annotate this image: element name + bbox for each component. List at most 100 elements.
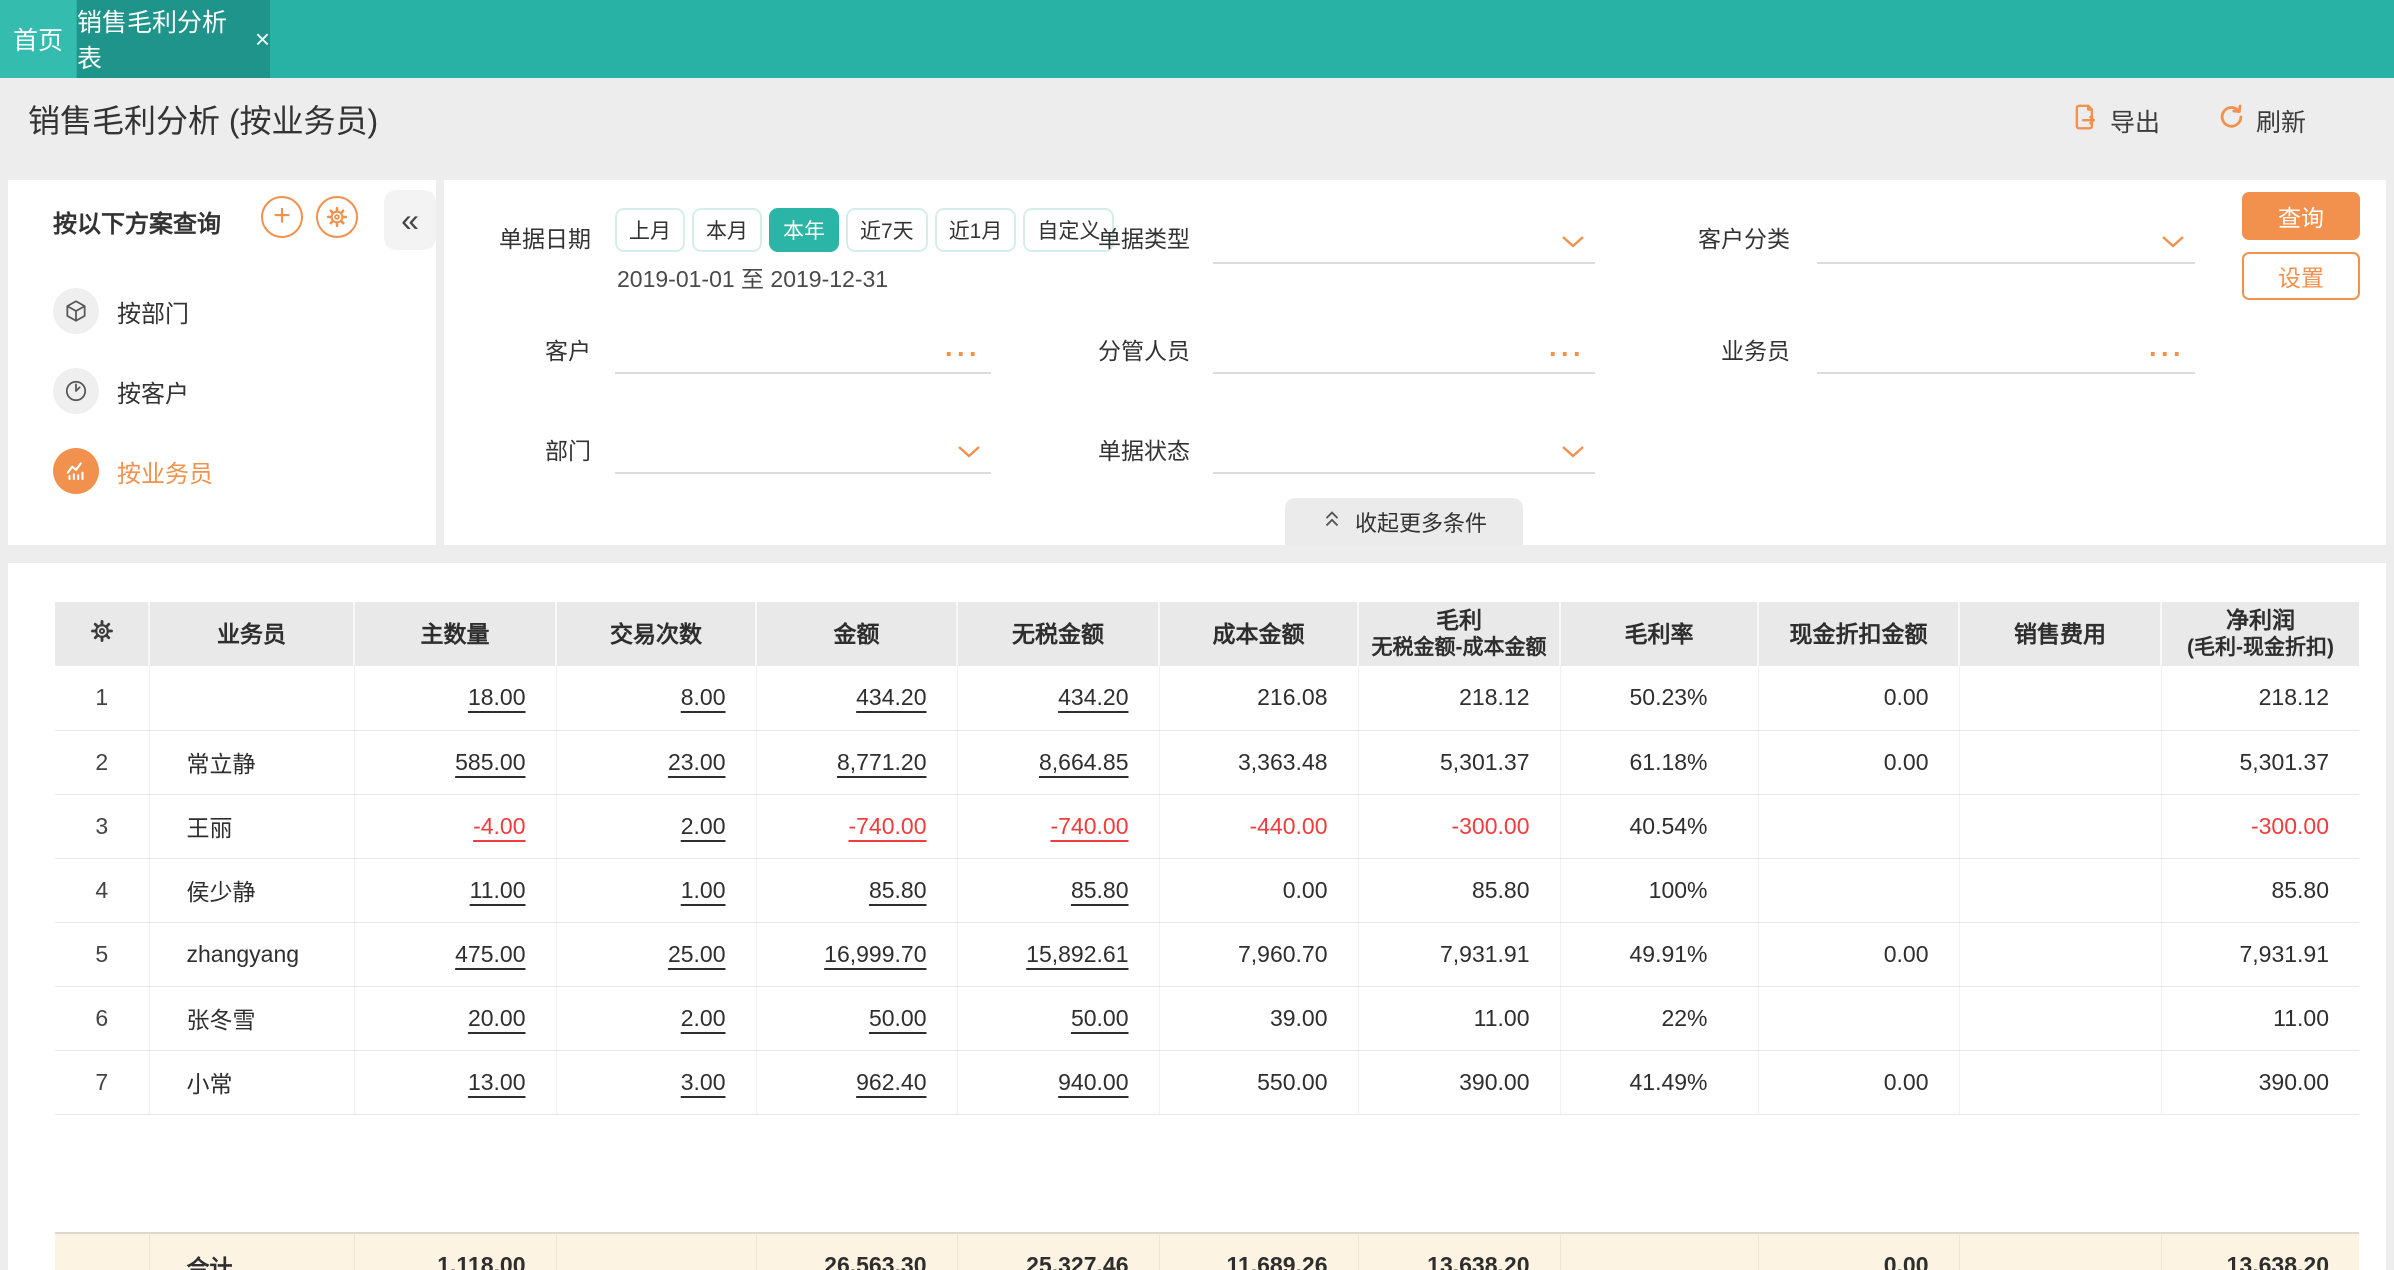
tab-sales-profit-report[interactable]: 销售毛利分析表 × xyxy=(77,0,270,78)
transactions-cell[interactable]: 2.00 xyxy=(556,986,757,1051)
main-qty-cell[interactable]: 11.00 xyxy=(354,858,557,923)
main-qty-cell[interactable]: 20.00 xyxy=(354,986,557,1051)
transactions-cell[interactable]: 23.00 xyxy=(556,730,757,795)
amount-cell[interactable]: 16,999.70 xyxy=(756,922,958,987)
net-profit-cell: 7,931.91 xyxy=(2161,922,2359,987)
cube-icon xyxy=(53,288,99,334)
refresh-button[interactable]: 刷新 xyxy=(2216,102,2306,139)
tax-free-cell[interactable]: 85.80 xyxy=(957,858,1160,923)
department-label: 部门 xyxy=(545,438,591,464)
row-number-cell xyxy=(55,1233,150,1270)
salesman-name-cell: 侯少静 xyxy=(149,858,355,923)
department-select[interactable] xyxy=(615,428,991,474)
scheme-settings-button[interactable] xyxy=(316,196,358,238)
ellipsis-icon[interactable]: ··· xyxy=(945,339,981,369)
sales-expense-cell xyxy=(1959,986,2162,1051)
amount-cell[interactable]: -740.00 xyxy=(756,794,958,859)
sales-expense-cell xyxy=(1959,666,2162,731)
customer-category-select[interactable] xyxy=(1817,218,2195,264)
main-qty-cell[interactable]: 18.00 xyxy=(354,666,557,731)
transactions-cell[interactable]: 2.00 xyxy=(556,794,757,859)
gear-icon xyxy=(326,206,348,228)
cost-cell: 216.08 xyxy=(1159,666,1359,731)
sidebar-item-by-customer[interactable]: 按客户 xyxy=(53,368,189,414)
gear-icon xyxy=(90,620,113,642)
net-profit-cell: 13,638.20 xyxy=(2161,1233,2359,1270)
export-button[interactable]: 导出 xyxy=(2070,102,2160,139)
profit-rate-cell: 50.23% xyxy=(1560,666,1759,731)
amount-cell[interactable]: 8,771.20 xyxy=(756,730,958,795)
sidebar-collapse-button[interactable]: « xyxy=(384,190,436,250)
amount-cell[interactable]: 85.80 xyxy=(756,858,958,923)
tax-free-cell[interactable]: -740.00 xyxy=(957,794,1160,859)
customer-picker[interactable]: ··· xyxy=(615,328,991,374)
query-button[interactable]: 查询 xyxy=(2242,192,2360,240)
column-settings-button[interactable] xyxy=(55,602,150,666)
tax-free-cell[interactable]: 434.20 xyxy=(957,666,1160,731)
date-range-value: 2019-01-01 至 2019-12-31 xyxy=(617,266,889,292)
cost-cell: 550.00 xyxy=(1159,1050,1359,1115)
date-quick-option[interactable]: 自定义 xyxy=(1023,208,1115,252)
sidebar-item-by-salesman[interactable]: 按业务员 xyxy=(53,448,213,494)
table-row: 4 侯少静 11.00 1.00 85.80 85.80 0.00 85.80 100% 85.8… xyxy=(55,858,2359,923)
doc-status-label: 单据状态 xyxy=(1098,438,1190,464)
transactions-cell[interactable]: 1.00 xyxy=(556,858,757,923)
tax-free-cell[interactable]: 15,892.61 xyxy=(957,922,1160,987)
amount-cell[interactable]: 434.20 xyxy=(756,666,958,731)
net-profit-cell: 11.00 xyxy=(2161,986,2359,1051)
main-qty-cell[interactable]: -4.00 xyxy=(354,794,557,859)
date-quick-option[interactable]: 上月 xyxy=(615,208,685,252)
collapse-more-conditions-button[interactable]: 收起更多条件 xyxy=(1285,498,1523,545)
profit-rate-cell: 40.54% xyxy=(1560,794,1759,859)
sales-expense-cell xyxy=(1959,730,2162,795)
column-sales-expense: 销售费用 xyxy=(1959,602,2162,666)
tax-free-cell[interactable]: 8,664.85 xyxy=(957,730,1160,795)
date-quick-option[interactable]: 本年 xyxy=(769,208,839,252)
tax-free-cell[interactable]: 50.00 xyxy=(957,986,1160,1051)
chevron-down-icon xyxy=(1561,235,1585,254)
ellipsis-icon[interactable]: ··· xyxy=(1549,339,1585,369)
manager-picker[interactable]: ··· xyxy=(1213,328,1595,374)
tab-label: 销售毛利分析表 xyxy=(77,9,228,73)
date-quick-option[interactable]: 近1月 xyxy=(934,208,1017,252)
doc-status-select[interactable] xyxy=(1213,428,1595,474)
transactions-cell[interactable]: 25.00 xyxy=(556,922,757,987)
main-qty-cell[interactable]: 475.00 xyxy=(354,922,557,987)
sidebar-item-label: 按业务员 xyxy=(117,460,213,488)
amount-cell[interactable]: 50.00 xyxy=(756,986,958,1051)
salesman-picker[interactable]: ··· xyxy=(1817,328,2195,374)
table-row: 6 张冬雪 20.00 2.00 50.00 50.00 39.00 11.00 22% 11.0… xyxy=(55,986,2359,1051)
main-qty-cell[interactable]: 13.00 xyxy=(354,1050,557,1115)
tab-home[interactable]: 首页 xyxy=(0,0,76,78)
doc-type-select[interactable] xyxy=(1213,218,1595,264)
doc-date-label: 单据日期 xyxy=(499,226,591,252)
gross-profit-cell: 390.00 xyxy=(1358,1050,1561,1115)
settings-button[interactable]: 设置 xyxy=(2242,252,2360,300)
transactions-cell[interactable]: 3.00 xyxy=(556,1050,757,1115)
salesman-name-cell: 小常 xyxy=(149,1050,355,1115)
add-scheme-button[interactable]: + xyxy=(261,196,303,238)
net-profit-cell: 5,301.37 xyxy=(2161,730,2359,795)
profit-rate-cell: 41.49% xyxy=(1560,1050,1759,1115)
column-transactions: 交易次数 xyxy=(556,602,757,666)
tax-free-cell[interactable]: 940.00 xyxy=(957,1050,1160,1115)
tab-close-icon[interactable]: × xyxy=(254,24,270,54)
column-tax-free-amount: 无税金额 xyxy=(957,602,1160,666)
ellipsis-icon[interactable]: ··· xyxy=(2149,339,2185,369)
filter-panel: 单据日期 上月 本月 本年 近7天 近1月 自定义 2019-01-01 至 2019-1… xyxy=(444,180,2386,545)
transactions-cell[interactable]: 8.00 xyxy=(556,666,757,731)
table-body: 1 18.00 8.00 434.20 434.20 216.08 218.12 50.23%… xyxy=(55,666,2359,1115)
sidebar-item-by-department[interactable]: 按部门 xyxy=(53,288,189,334)
gross-profit-cell: 11.00 xyxy=(1358,986,1561,1051)
profit-rate-cell: 61.18% xyxy=(1560,730,1759,795)
top-tab-bar: 首页 销售毛利分析表 × xyxy=(0,0,2394,78)
totals-row: 合计 1,118.00 26,563.30 25,327.46 11,689.26 13,… xyxy=(55,1233,2359,1270)
salesman-name-cell: 王丽 xyxy=(149,794,355,859)
gross-profit-cell: 218.12 xyxy=(1358,666,1561,731)
customer-label: 客户 xyxy=(545,338,591,364)
amount-cell[interactable]: 962.40 xyxy=(756,1050,958,1115)
main-qty-cell[interactable]: 585.00 xyxy=(354,730,557,795)
net-profit-cell: 85.80 xyxy=(2161,858,2359,923)
date-quick-option[interactable]: 近7天 xyxy=(846,208,928,252)
date-quick-option[interactable]: 本月 xyxy=(692,208,762,252)
